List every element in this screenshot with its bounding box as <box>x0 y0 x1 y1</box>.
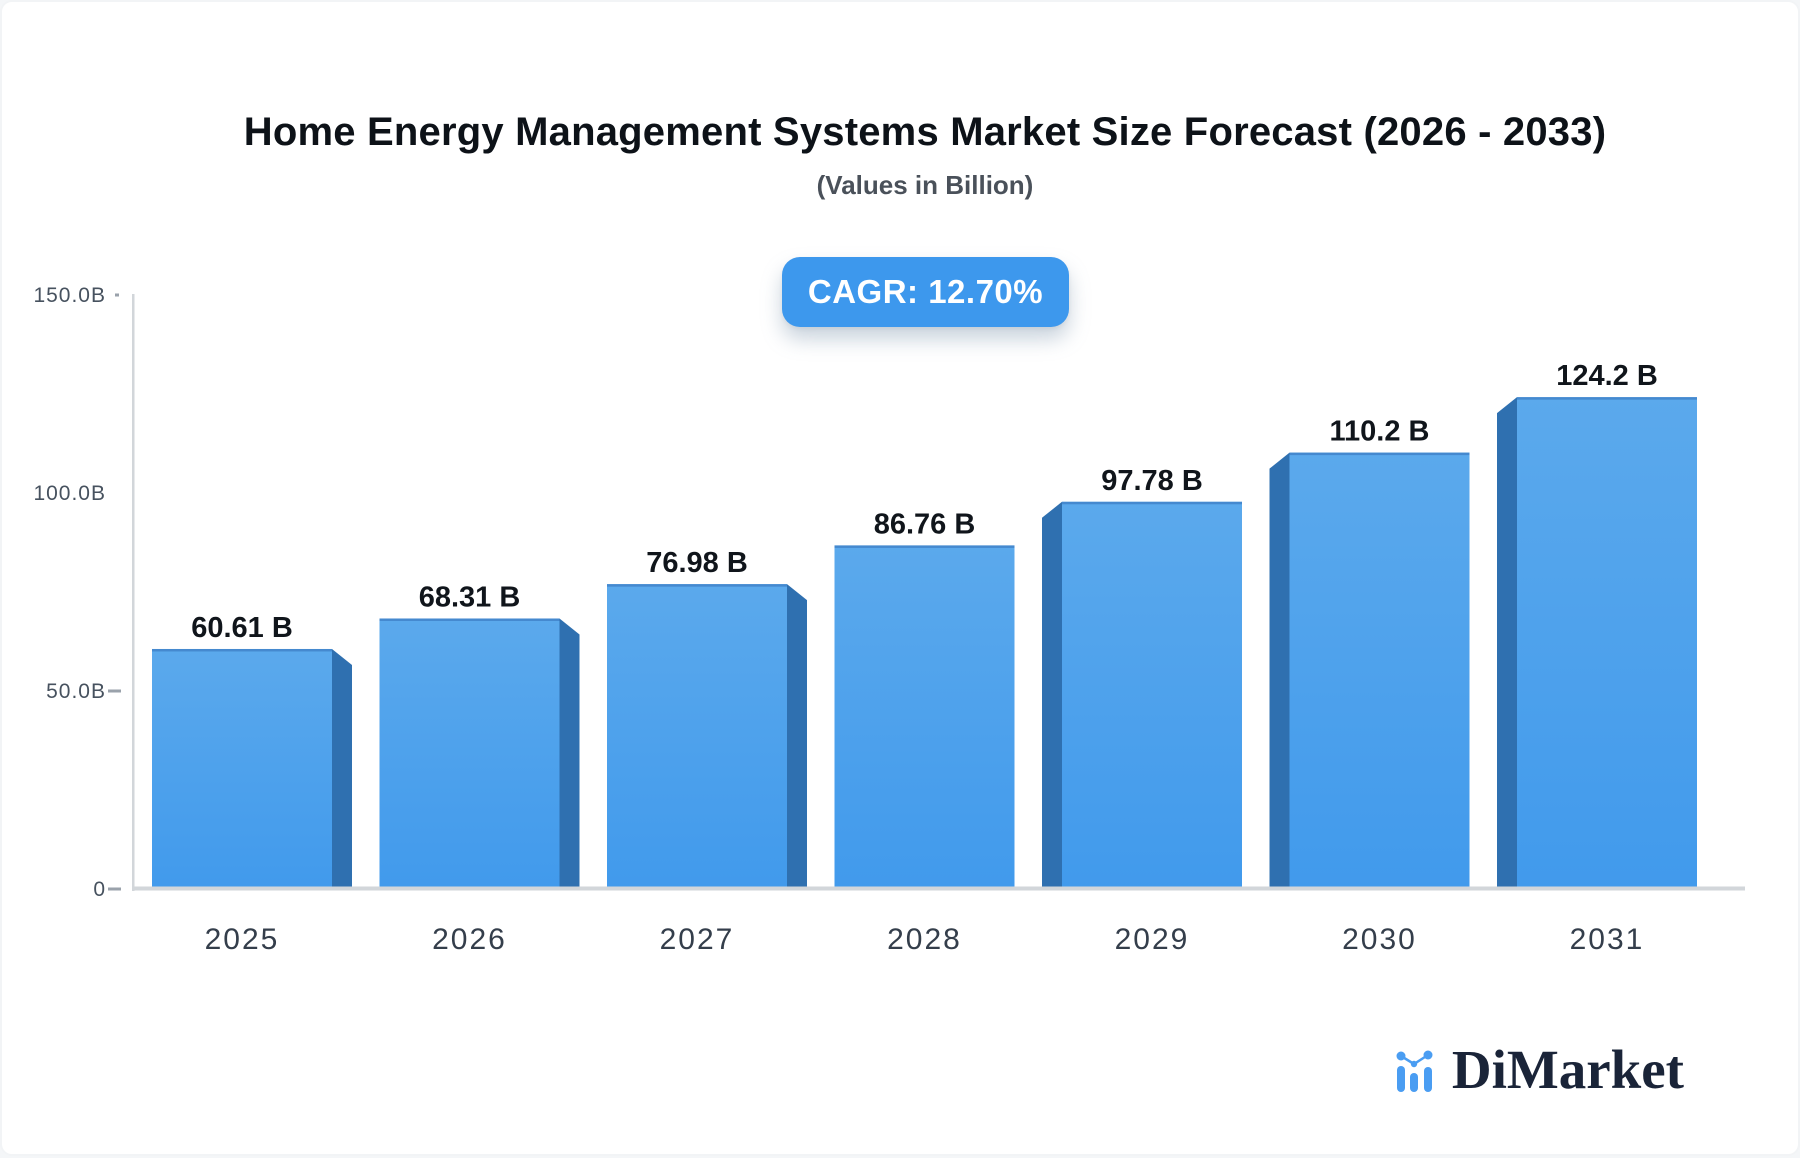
chart-subtitle: (Values in Billion) <box>816 170 1034 200</box>
y-axis-tick <box>108 689 121 693</box>
bar-side-face <box>1497 397 1517 889</box>
bar-value-label: 124.2 B <box>1556 360 1658 392</box>
bar-front-face <box>607 584 787 889</box>
bar-front-face <box>1062 501 1242 889</box>
bar-top-edge <box>607 584 787 587</box>
x-axis-line <box>132 886 1745 891</box>
bar-line-chart-icon <box>1396 1050 1433 1092</box>
bar-2025: 60.61 B 2025 <box>152 612 352 956</box>
y-axis-label: 50.0B <box>46 680 106 703</box>
bar-top-edge <box>834 545 1015 548</box>
bar-side-face <box>1042 501 1062 889</box>
bar-top-edge <box>152 648 332 652</box>
x-axis-label: 2031 <box>1570 923 1645 956</box>
bar-top-edge <box>379 618 560 621</box>
bar-side-face <box>332 648 352 889</box>
bar-value-label: 68.31 B <box>419 581 521 613</box>
x-axis-label: 2027 <box>660 923 735 956</box>
bar-2029: 97.78 B 2029 <box>1042 465 1242 956</box>
bar-value-label: 76.98 B <box>646 547 748 579</box>
bar-front-face <box>1517 397 1697 889</box>
x-axis-label: 2028 <box>887 923 962 956</box>
bar-side-face <box>787 584 807 889</box>
y-axis-label: 150.0B <box>33 284 106 307</box>
bar-value-label: 86.76 B <box>874 508 976 540</box>
bar-2028: 86.76 B 2028 <box>834 508 1015 956</box>
bar-value-label: 60.61 B <box>191 612 293 644</box>
cagr-badge: CAGR: 12.70% <box>782 257 1069 327</box>
cagr-badge-label: CAGR: 12.70% <box>807 273 1044 310</box>
bar-side-face <box>559 618 580 889</box>
bar-2031: 124.2 B 2031 <box>1497 360 1697 956</box>
y-axis-tick <box>115 293 119 297</box>
bar-2027: 76.98 B 2027 <box>607 547 807 956</box>
bar-value-label: 110.2 B <box>1330 416 1430 448</box>
bar-front-face <box>379 618 560 889</box>
bar-side-face <box>1269 452 1290 889</box>
dimarket-logo: DiMarket <box>1396 1039 1684 1100</box>
y-axis-label: 100.0B <box>33 482 106 505</box>
bar-top-edge <box>1289 452 1470 456</box>
bar-top-edge <box>1517 397 1697 400</box>
x-axis-label: 2026 <box>432 923 507 956</box>
bar-front-face <box>152 648 332 889</box>
bar-2026: 68.31 B 2026 <box>379 581 580 956</box>
dimarket-logo-text: DiMarket <box>1451 1039 1684 1100</box>
y-axis-label: 0 <box>93 878 106 901</box>
x-axis-label: 2025 <box>205 923 280 956</box>
y-axis-tick <box>108 887 121 891</box>
bar-front-face <box>1289 452 1470 889</box>
x-axis-label: 2030 <box>1342 923 1417 956</box>
chart-title: Home Energy Management Systems Market Si… <box>243 110 1607 154</box>
bar-2030: 110.2 B 2030 <box>1269 416 1470 956</box>
bar-value-label: 97.78 B <box>1101 465 1203 497</box>
bar-top-edge <box>1062 501 1242 505</box>
y-axis-line <box>132 294 135 891</box>
x-axis-label: 2029 <box>1115 923 1190 956</box>
bar-front-face <box>834 545 1015 889</box>
